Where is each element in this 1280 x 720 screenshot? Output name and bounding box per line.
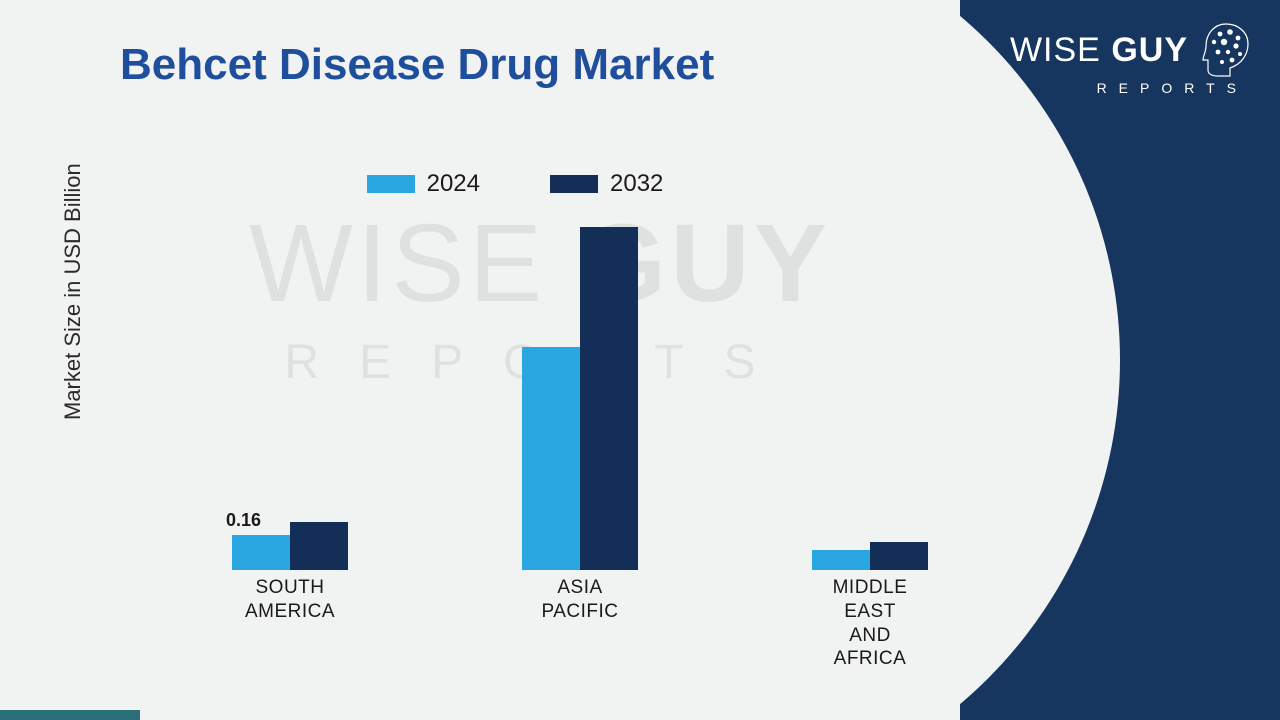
bar-2024 xyxy=(232,535,290,570)
chart-title: Behcet Disease Drug Market xyxy=(120,40,714,90)
bar-group: 0.16SOUTHAMERICA xyxy=(190,220,390,570)
bar-pair xyxy=(770,220,970,570)
bar-value-label: 0.16 xyxy=(226,510,261,531)
bar-2032 xyxy=(580,227,638,570)
plot-area: 0.16SOUTHAMERICAASIAPACIFICMIDDLEEASTAND… xyxy=(130,220,930,570)
legend-item-2032: 2032 xyxy=(550,170,663,198)
legend-label-2032: 2032 xyxy=(610,170,663,198)
legend-swatch-2024 xyxy=(367,175,415,193)
bar-group: MIDDLEEASTANDAFRICA xyxy=(770,220,970,570)
bar-chart: Market Size in USD Billion 2024 2032 0.1… xyxy=(100,170,930,690)
bar-2032 xyxy=(870,542,928,570)
category-label: ASIAPACIFIC xyxy=(480,576,680,624)
legend-item-2024: 2024 xyxy=(367,170,480,198)
brand-name: WISE GUY xyxy=(1010,31,1188,70)
brand-logo: WISE GUY REPORTS xyxy=(1010,22,1252,96)
brand-subname: REPORTS xyxy=(1010,80,1248,96)
bar-group: ASIAPACIFIC xyxy=(480,220,680,570)
y-axis-label: Market Size in USD Billion xyxy=(60,163,86,420)
category-label: MIDDLEEASTANDAFRICA xyxy=(770,576,970,671)
legend-label-2024: 2024 xyxy=(427,170,480,198)
bar-2024 xyxy=(812,550,870,570)
bar-pair xyxy=(190,220,390,570)
bar-pair xyxy=(480,220,680,570)
legend-swatch-2032 xyxy=(550,175,598,193)
category-label: SOUTHAMERICA xyxy=(190,576,390,624)
brand-head-icon xyxy=(1200,22,1252,78)
stage: WISE GUY REPORTS Behcet Disease Drug Mar… xyxy=(0,0,1280,720)
bar-2032 xyxy=(290,522,348,570)
bottom-accent-bar xyxy=(0,710,140,720)
legend: 2024 2032 xyxy=(100,170,930,198)
bar-2024 xyxy=(522,347,580,570)
